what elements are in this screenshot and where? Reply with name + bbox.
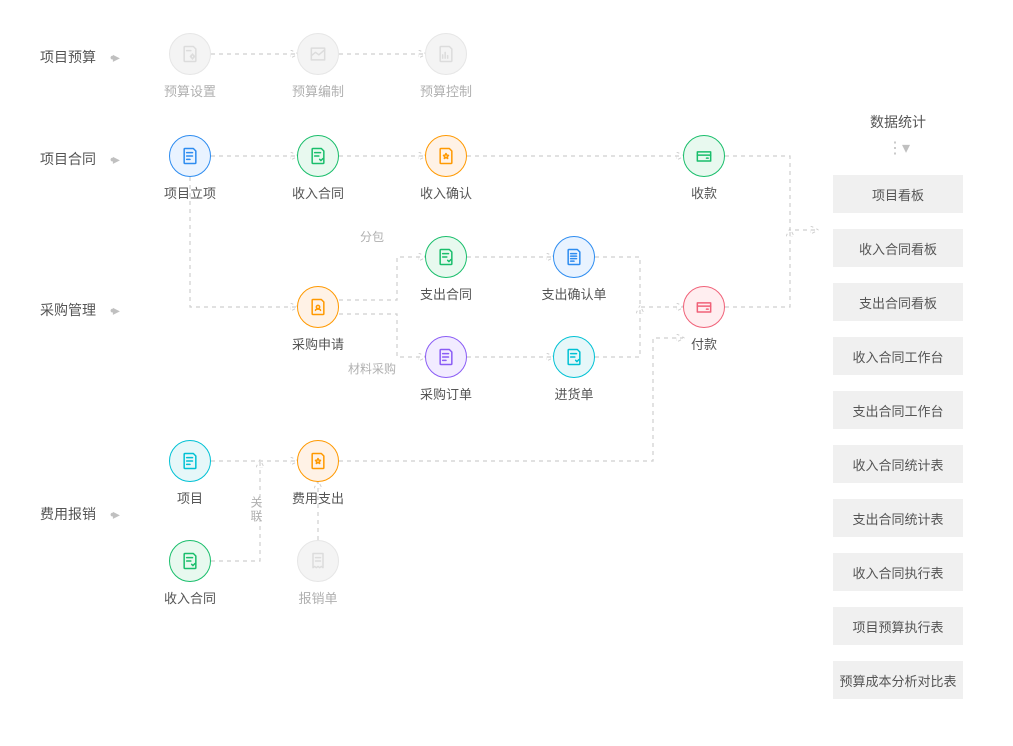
doc-user-icon: [297, 286, 339, 328]
node-label: 项目: [150, 488, 230, 507]
node-label: 支出确认单: [534, 284, 614, 303]
stat-button-1[interactable]: 收入合同看板: [833, 229, 963, 267]
node-label: 付款: [664, 334, 744, 353]
node-expense-out[interactable]: 费用支出: [278, 440, 358, 507]
doc-check-icon: [169, 540, 211, 582]
node-label: 收入确认: [406, 183, 486, 202]
node-collect[interactable]: 收款: [664, 135, 744, 202]
doc-check-icon: [297, 135, 339, 177]
hint-guanlian: 关联: [248, 496, 265, 524]
doc-gear-icon: [169, 33, 211, 75]
node-label: 报销单: [278, 588, 358, 607]
stat-button-0[interactable]: 项目看板: [833, 175, 963, 213]
chart-box-icon: [297, 33, 339, 75]
stat-button-3[interactable]: 收入合同工作台: [833, 337, 963, 375]
node-label: 收入合同: [278, 183, 358, 202]
chevron-down-icon: ⋮▾: [833, 138, 963, 158]
node-label: 费用支出: [278, 488, 358, 507]
doc-star-icon: [425, 135, 467, 177]
stat-button-7[interactable]: 收入合同执行表: [833, 553, 963, 591]
node-project[interactable]: 项目: [150, 440, 230, 507]
node-label: 采购申请: [278, 334, 358, 353]
section-label-contract: 项目合同: [40, 149, 96, 169]
receipt-icon: [297, 540, 339, 582]
node-pay[interactable]: 付款: [664, 286, 744, 353]
section-arrow-icon: [110, 50, 118, 64]
hint-fenbao: 分包: [360, 228, 384, 245]
node-budget-control[interactable]: 预算控制: [406, 33, 486, 100]
node-expense-contract[interactable]: 支出合同: [406, 236, 486, 303]
doc-icon: [169, 440, 211, 482]
node-label: 收入合同: [150, 588, 230, 607]
section-arrow-icon: [110, 152, 118, 166]
stat-button-2[interactable]: 支出合同看板: [833, 283, 963, 321]
node-label: 项目立项: [150, 183, 230, 202]
stat-button-5[interactable]: 收入合同统计表: [833, 445, 963, 483]
node-income-contract2[interactable]: 收入合同: [150, 540, 230, 607]
node-income-confirm[interactable]: 收入确认: [406, 135, 486, 202]
node-purchase-order[interactable]: 采购订单: [406, 336, 486, 403]
node-label: 预算设置: [150, 81, 230, 100]
section-arrow-icon: [110, 507, 118, 521]
node-label: 预算控制: [406, 81, 486, 100]
hint-material: 材料采购: [348, 360, 396, 377]
doc-icon: [169, 135, 211, 177]
node-receive[interactable]: 进货单: [534, 336, 614, 403]
node-budget-set[interactable]: 预算设置: [150, 33, 230, 100]
node-label: 支出合同: [406, 284, 486, 303]
node-purchase-req[interactable]: 采购申请: [278, 286, 358, 353]
node-label: 进货单: [534, 384, 614, 403]
node-project-init[interactable]: 项目立项: [150, 135, 230, 202]
stat-button-6[interactable]: 支出合同统计表: [833, 499, 963, 537]
section-arrow-icon: [110, 303, 118, 317]
doc-lines-icon: [553, 236, 595, 278]
wallet-icon: [683, 286, 725, 328]
node-budget-compile[interactable]: 预算编制: [278, 33, 358, 100]
wallet-icon: [683, 135, 725, 177]
node-expense-claim[interactable]: 报销单: [278, 540, 358, 607]
node-label: 采购订单: [406, 384, 486, 403]
node-label: 预算编制: [278, 81, 358, 100]
doc-star-icon: [297, 440, 339, 482]
doc-bars-icon: [425, 33, 467, 75]
stat-button-4[interactable]: 支出合同工作台: [833, 391, 963, 429]
node-label: 收款: [664, 183, 744, 202]
doc-icon: [425, 336, 467, 378]
node-income-contract[interactable]: 收入合同: [278, 135, 358, 202]
section-label-budget: 项目预算: [40, 47, 96, 67]
section-label-purchase: 采购管理: [40, 300, 96, 320]
stat-button-8[interactable]: 项目预算执行表: [833, 607, 963, 645]
doc-check-icon: [553, 336, 595, 378]
doc-check-icon: [425, 236, 467, 278]
stats-title: 数据统计: [833, 112, 963, 132]
node-expense-confirm[interactable]: 支出确认单: [534, 236, 614, 303]
stat-button-9[interactable]: 预算成本分析对比表: [833, 661, 963, 699]
section-label-expense: 费用报销: [40, 504, 96, 524]
